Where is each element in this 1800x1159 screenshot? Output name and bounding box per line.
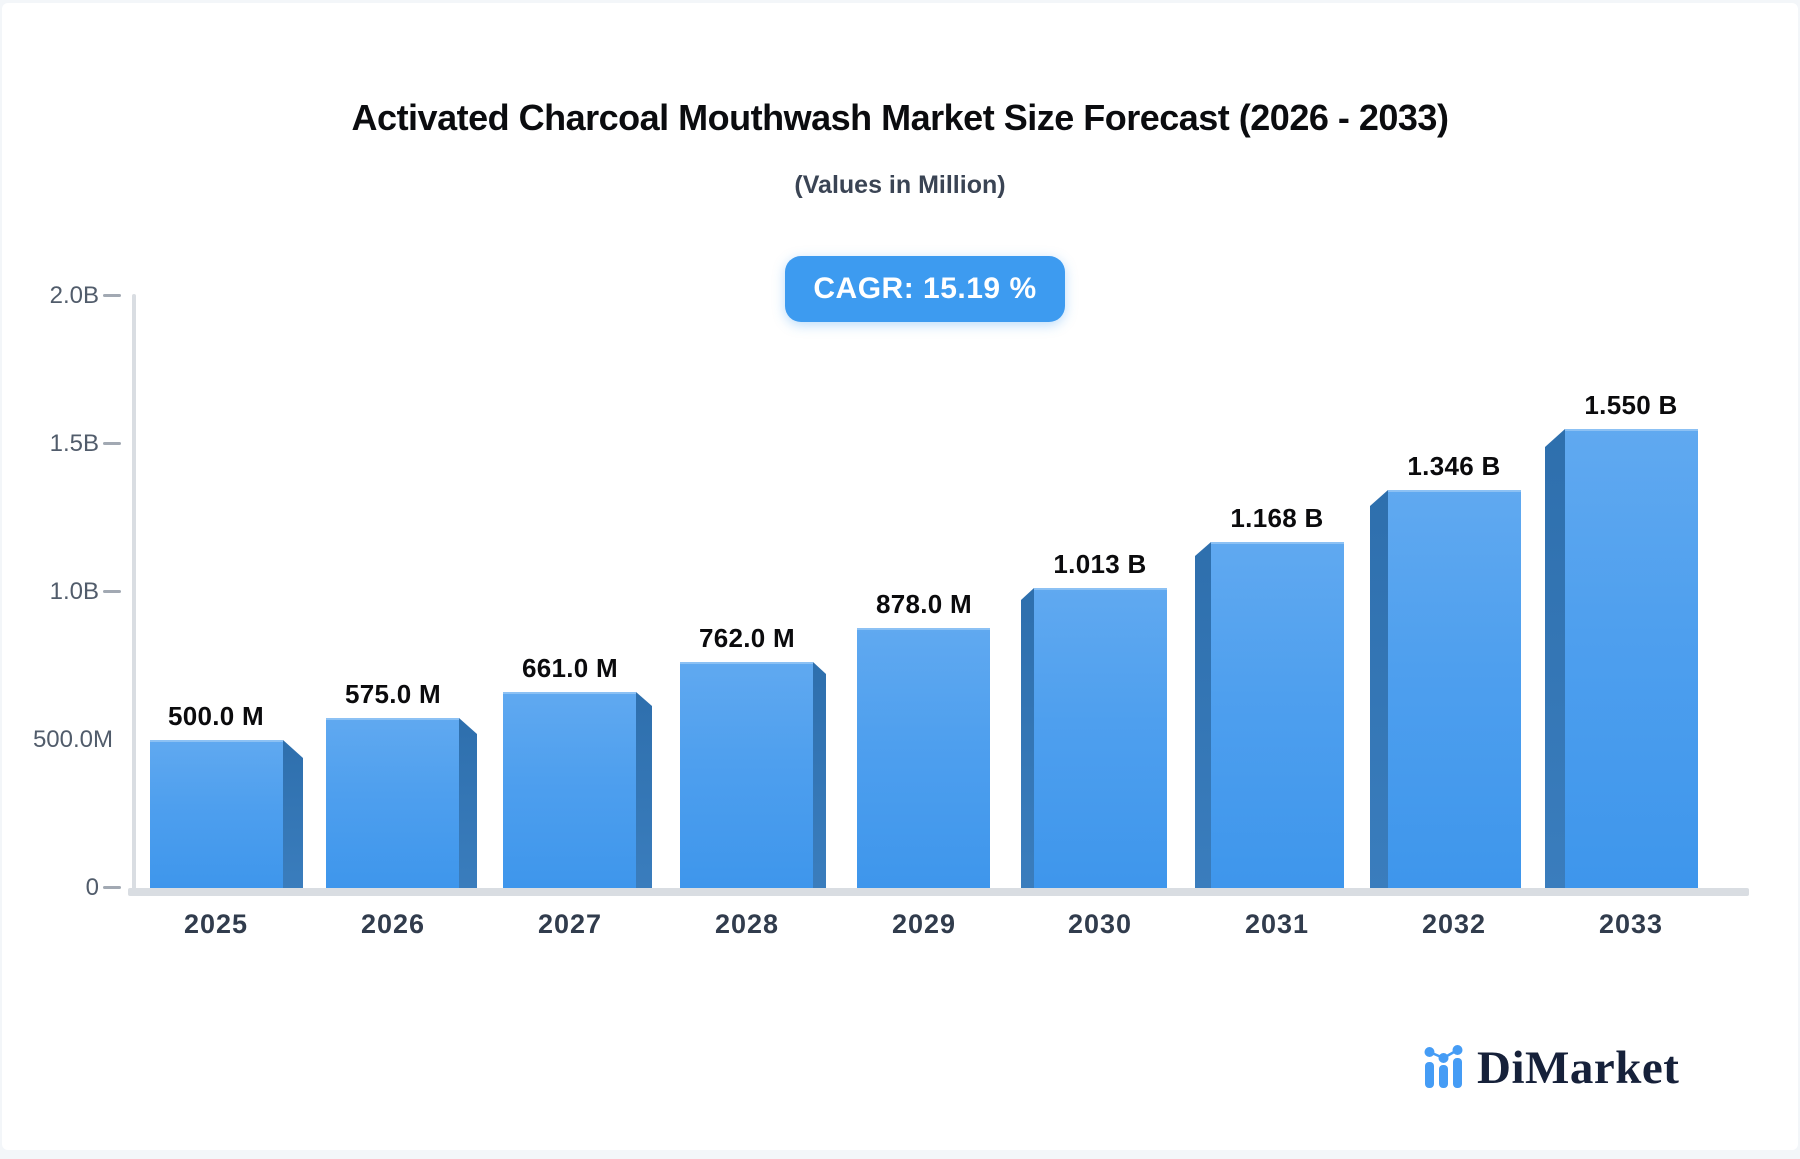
y-tick-mark — [103, 442, 121, 445]
bar-value-label: 762.0 M — [698, 623, 796, 653]
x-axis-label-2030: 2030 — [1067, 909, 1133, 939]
x-axis-label-2026: 2026 — [360, 909, 426, 939]
x-axis-label-2031: 2031 — [1244, 909, 1310, 939]
x-axis-label-2027: 2027 — [537, 909, 603, 939]
bar-3d-side — [1370, 490, 1388, 888]
bar-value-label: 661.0 M — [521, 653, 619, 683]
bar-2028 — [680, 662, 813, 888]
bar-value-label: 1.013 B — [1053, 549, 1147, 579]
x-axis-label-2025: 2025 — [183, 909, 249, 939]
bar-2030 — [1034, 588, 1167, 888]
bar-3d-side — [1021, 588, 1034, 888]
bar-2033 — [1565, 429, 1698, 888]
bar-value-label: 878.0 M — [875, 589, 973, 619]
bar-2031 — [1211, 542, 1344, 888]
y-axis-line — [132, 294, 136, 896]
bar-3d-side — [1195, 542, 1211, 888]
bar-value-label: 1.168 B — [1230, 503, 1324, 533]
cagr-badge: CAGR: 15.19 % — [785, 256, 1065, 322]
bar-value-label: 1.550 B — [1584, 390, 1678, 420]
y-tick-label: 1.5B — [49, 430, 99, 457]
bar-value-label: 500.0 M — [167, 701, 265, 731]
bar-3d-side — [283, 740, 303, 888]
bar-2032 — [1388, 490, 1521, 888]
bar-2027 — [503, 692, 636, 888]
bar-3d-side — [1545, 429, 1565, 888]
x-axis-label-2033: 2033 — [1598, 909, 1664, 939]
plot-area: 2.0B 1.5B 1.0B 500.0M 0 500.0 M 2025 575.0 M 202… — [2, 3, 1800, 1159]
cagr-badge-label: CAGR: 15.19 % — [813, 272, 1037, 305]
mini-bar-line-chart-icon — [1424, 1045, 1463, 1088]
dimarket-logo: DiMarket — [1421, 1038, 1679, 1098]
bar-3d-side — [636, 692, 652, 888]
chart-card: Activated Charcoal Mouthwash Market Size… — [2, 3, 1798, 1150]
y-tick-mark — [103, 886, 121, 889]
logo-text: DiMarket — [1477, 1042, 1680, 1094]
bar-3d-side — [813, 662, 826, 888]
bar-value-label: 575.0 M — [344, 679, 442, 709]
y-tick-label: 2.0B — [49, 282, 99, 309]
bar-2026 — [326, 718, 459, 888]
chart-title: Activated Charcoal Mouthwash Market Size… — [351, 97, 1449, 138]
y-tick-label: 0 — [85, 874, 99, 901]
bar-2025 — [150, 740, 283, 888]
bar-3d-side — [459, 718, 477, 888]
y-tick-label: 1.0B — [49, 578, 99, 605]
x-axis-label-2028: 2028 — [714, 909, 780, 939]
x-axis-label-2032: 2032 — [1421, 909, 1487, 939]
bar-2029 — [857, 628, 990, 888]
x-axis-line — [128, 888, 1749, 896]
chart-subtitle: (Values in Million) — [794, 171, 1006, 199]
x-axis-label-2029: 2029 — [891, 909, 957, 939]
y-tick-mark — [103, 590, 121, 593]
bar-value-label: 1.346 B — [1407, 451, 1501, 481]
y-tick-mark — [103, 294, 121, 297]
y-tick-label: 500.0M — [32, 726, 113, 753]
